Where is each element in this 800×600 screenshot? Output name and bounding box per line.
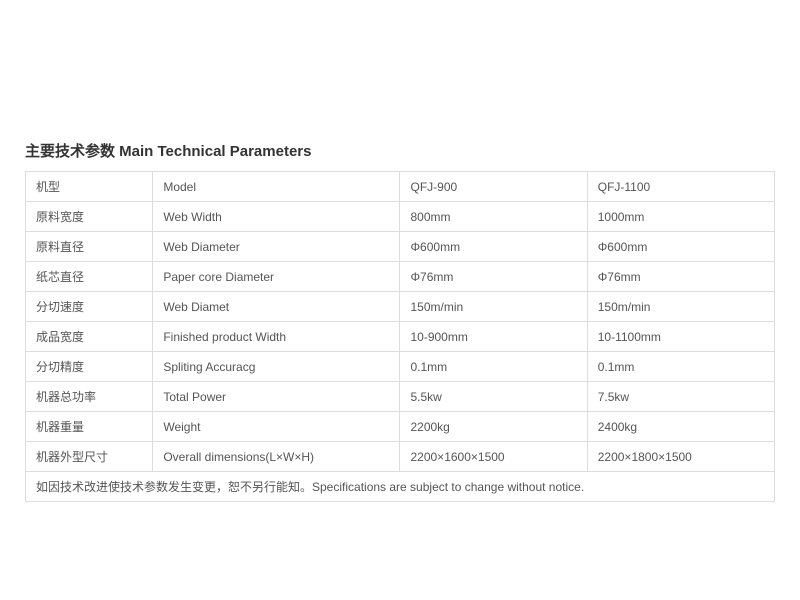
table-cell: Finished product Width xyxy=(153,322,400,352)
table-cell: 0.1mm xyxy=(587,352,774,382)
table-row: 机器重量Weight2200kg2400kg xyxy=(26,412,775,442)
table-cell: Web Diamet xyxy=(153,292,400,322)
table-cell: 150m/min xyxy=(587,292,774,322)
table-cell: 2400kg xyxy=(587,412,774,442)
table-cell: 原料直径 xyxy=(26,232,153,262)
table-row: 机器外型尺寸Overall dimensions(L×W×H)2200×1600… xyxy=(26,442,775,472)
table-cell: Φ76mm xyxy=(400,262,587,292)
table-cell: 机器外型尺寸 xyxy=(26,442,153,472)
table-row: 纸芯直径Paper core DiameterΦ76mmΦ76mm xyxy=(26,262,775,292)
table-cell: 10-900mm xyxy=(400,322,587,352)
footnote-cell: 如因技术改进使技术参数发生变更，恕不另行能知。Specifications ar… xyxy=(26,472,775,502)
table-cell: Web Width xyxy=(153,202,400,232)
table-cell: 纸芯直径 xyxy=(26,262,153,292)
table-cell: 2200×1600×1500 xyxy=(400,442,587,472)
table-cell: Weight xyxy=(153,412,400,442)
table-cell: Overall dimensions(L×W×H) xyxy=(153,442,400,472)
table-cell: Spliting Accuracg xyxy=(153,352,400,382)
table-cell: 0.1mm xyxy=(400,352,587,382)
table-cell: 机器重量 xyxy=(26,412,153,442)
table-cell: Paper core Diameter xyxy=(153,262,400,292)
table-cell: 1000mm xyxy=(587,202,774,232)
table-cell: 成品宽度 xyxy=(26,322,153,352)
table-cell: Φ600mm xyxy=(587,232,774,262)
table-row: 成品宽度Finished product Width10-900mm10-110… xyxy=(26,322,775,352)
table-cell: 150m/min xyxy=(400,292,587,322)
table-cell: Φ76mm xyxy=(587,262,774,292)
table-cell: 10-1100mm xyxy=(587,322,774,352)
table-cell: 7.5kw xyxy=(587,382,774,412)
table-row: 分切速度Web Diamet150m/min150m/min xyxy=(26,292,775,322)
table-cell: 2200×1800×1500 xyxy=(587,442,774,472)
table-row: 原料直径Web DiameterΦ600mmΦ600mm xyxy=(26,232,775,262)
table-cell: 分切速度 xyxy=(26,292,153,322)
table-title: 主要技术参数 Main Technical Parameters xyxy=(25,140,775,161)
table-row: 分切精度Spliting Accuracg0.1mm0.1mm xyxy=(26,352,775,382)
table-row: 机型ModelQFJ-900QFJ-1100 xyxy=(26,172,775,202)
table-row: 如因技术改进使技术参数发生变更，恕不另行能知。Specifications ar… xyxy=(26,472,775,502)
table-cell: Total Power xyxy=(153,382,400,412)
table-cell: 机器总功率 xyxy=(26,382,153,412)
table-cell: Model xyxy=(153,172,400,202)
table-cell: 分切精度 xyxy=(26,352,153,382)
parameters-table: 机型ModelQFJ-900QFJ-1100原料宽度Web Width800mm… xyxy=(25,171,775,502)
table-cell: 5.5kw xyxy=(400,382,587,412)
table-cell: 2200kg xyxy=(400,412,587,442)
table-cell: Φ600mm xyxy=(400,232,587,262)
table-cell: QFJ-1100 xyxy=(587,172,774,202)
table-cell: 原料宽度 xyxy=(26,202,153,232)
table-cell: 机型 xyxy=(26,172,153,202)
table-row: 机器总功率Total Power5.5kw7.5kw xyxy=(26,382,775,412)
table-row: 原料宽度Web Width800mm1000mm xyxy=(26,202,775,232)
table-cell: 800mm xyxy=(400,202,587,232)
table-cell: Web Diameter xyxy=(153,232,400,262)
table-cell: QFJ-900 xyxy=(400,172,587,202)
